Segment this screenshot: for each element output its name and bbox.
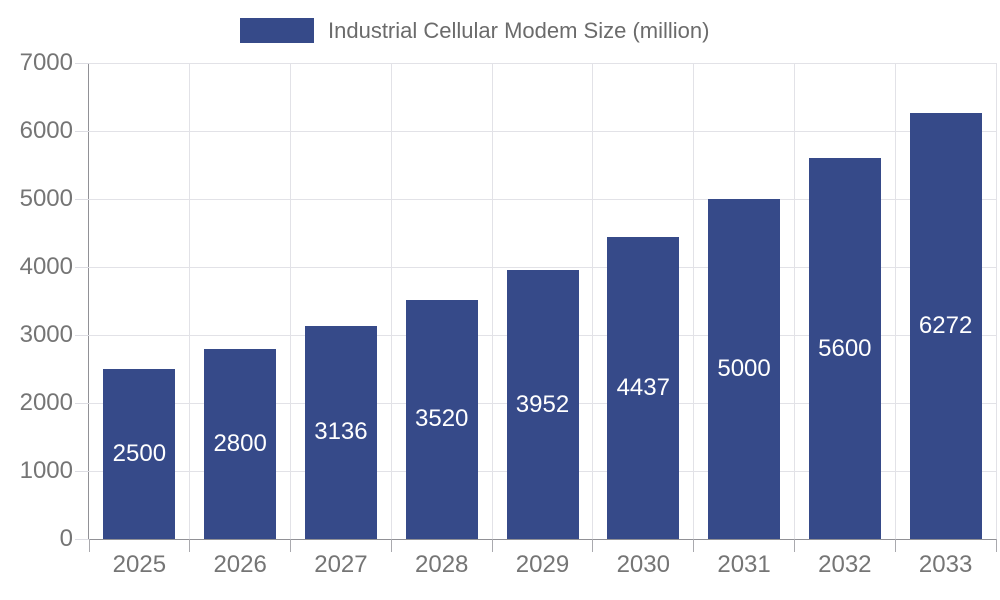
bar-value-label: 3952	[515, 390, 570, 418]
y-axis-tick	[75, 266, 89, 268]
x-axis-tick	[592, 539, 594, 552]
bar[interactable]: 3520	[405, 299, 478, 539]
y-axis-label: 1000	[19, 457, 73, 484]
gridline-vertical	[693, 63, 695, 539]
x-axis-tick	[793, 539, 795, 552]
bar-value-label: 4437	[616, 374, 670, 402]
y-axis-label: 4000	[19, 253, 73, 280]
y-axis-tick	[75, 538, 89, 540]
x-axis-label: 2030	[616, 551, 670, 578]
bar[interactable]: 4437	[607, 237, 680, 539]
x-axis-label: 2026	[213, 551, 267, 578]
gridline-horizontal	[89, 266, 996, 268]
x-axis-label: 2031	[717, 551, 771, 578]
gridline-horizontal	[89, 62, 996, 64]
bar-value-label: 3136	[314, 418, 368, 446]
x-axis-tick	[995, 539, 997, 552]
y-axis-label: 3000	[19, 321, 73, 348]
y-axis-tick	[75, 334, 89, 336]
gridline-vertical	[894, 63, 896, 539]
gridline-horizontal	[89, 130, 996, 132]
bar[interactable]: 3136	[304, 325, 377, 539]
plot-area: 0 1000 2000 3000 4000 5000 6000 7000 2025 2026 202…	[20, 49, 997, 578]
y-axis-tick	[75, 62, 89, 64]
x-axis-label: 2033	[918, 551, 973, 578]
legend-swatch-icon	[240, 18, 314, 43]
gridline-vertical	[995, 63, 997, 539]
x-axis-label: 2025	[112, 551, 167, 578]
bar[interactable]: 2500	[103, 369, 176, 539]
bar-value-label: 5000	[717, 355, 771, 382]
legend-label: Industrial Cellular Modem Size (million)	[328, 18, 710, 43]
y-axis-label: 0	[59, 525, 73, 552]
bar-value-label: 3520	[415, 405, 469, 433]
y-axis-label: 6000	[19, 117, 73, 144]
y-axis-tick	[75, 130, 89, 132]
gridline-vertical	[491, 63, 493, 539]
gridline-vertical	[390, 63, 392, 539]
y-axis-tick	[75, 198, 89, 200]
x-axis-label: 2028	[415, 551, 469, 578]
legend-item[interactable]: Industrial Cellular Modem Size (million)	[240, 18, 709, 43]
x-axis-tick	[491, 539, 493, 552]
bar-value-label: 2800	[213, 429, 267, 457]
gridline-horizontal	[89, 198, 996, 200]
x-axis-tick	[290, 539, 292, 552]
gridline-vertical	[290, 63, 292, 539]
x-axis-tick	[390, 539, 392, 552]
y-axis-label: 2000	[19, 389, 73, 416]
bar-value-label: 2500	[112, 440, 167, 467]
x-axis-tick	[894, 539, 896, 552]
x-axis-label: 2027	[314, 551, 368, 578]
bar[interactable]: 6272	[909, 112, 982, 539]
bar[interactable]: 2800	[204, 348, 277, 539]
bar[interactable]: 5600	[808, 158, 881, 539]
x-axis-tick	[189, 539, 191, 552]
bar-value-label: 6272	[918, 311, 973, 339]
gridline-vertical	[189, 63, 191, 539]
y-axis-tick	[75, 402, 89, 404]
x-axis-tick	[88, 539, 90, 552]
bar[interactable]: 5000	[708, 199, 781, 539]
x-axis-label: 2032	[818, 551, 872, 578]
x-axis-label: 2029	[515, 551, 570, 578]
gridline-vertical	[592, 63, 594, 539]
x-axis-tick	[693, 539, 695, 552]
y-axis-label: 7000	[19, 49, 73, 76]
y-axis-tick	[75, 470, 89, 472]
gridline-vertical	[793, 63, 795, 539]
y-axis-label: 5000	[19, 185, 73, 212]
bar-value-label: 5600	[818, 334, 872, 362]
bar[interactable]: 3952	[506, 270, 579, 539]
